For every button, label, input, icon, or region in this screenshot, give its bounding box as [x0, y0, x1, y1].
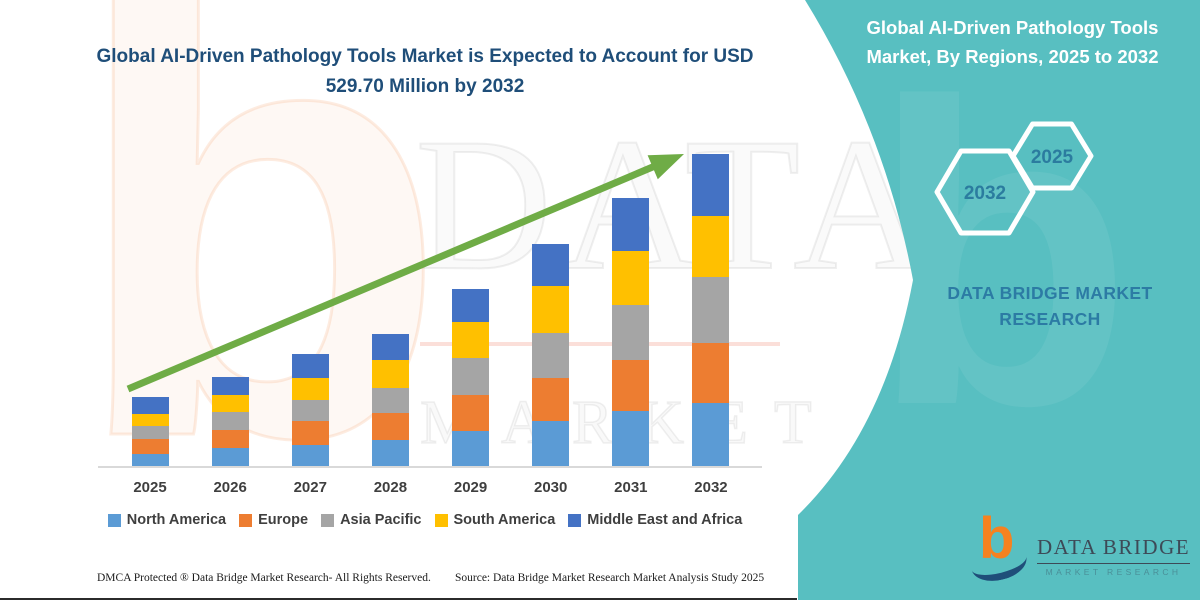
bar-segment-2031-south-america	[612, 251, 650, 305]
bar-segment-2031-north-america	[612, 411, 650, 466]
panel-brand-caption: DATA BRIDGE MARKET RESEARCH	[947, 283, 1153, 330]
chart-legend: North America Europe Asia Pacific South Ame…	[85, 512, 765, 528]
legend-item-south-america: South America	[434, 512, 556, 528]
bar-segment-2029-middle-east-and-africa	[452, 288, 490, 323]
legend-item-europe: Europe	[239, 512, 308, 528]
bar-segment-2028-europe	[371, 413, 409, 441]
bar-segment-2032-north-america	[692, 402, 730, 466]
x-axis-label-2028: 2028	[373, 479, 408, 496]
data-bridge-logo: b DATA BRIDGE MARKET RESEARCH	[967, 510, 1191, 587]
bar-segment-2025-south-america	[131, 414, 169, 426]
bar-2026	[211, 377, 249, 466]
legend-item-asia-pacific: Asia Pacific	[321, 512, 422, 528]
bar-segment-2029-south-america	[452, 322, 490, 358]
bar-segment-2025-europe	[131, 439, 169, 455]
chart-title: Global AI-Driven Pathology Tools Market …	[96, 46, 754, 98]
bar-segment-2027-north-america	[291, 444, 329, 466]
bar-segment-2030-south-america	[532, 286, 570, 333]
legend-swatch-icon	[434, 513, 448, 527]
footer-source: Source: Data Bridge Market Research Mark…	[455, 572, 765, 584]
bar-2025	[131, 397, 169, 466]
bar-segment-2031-asia-pacific	[612, 304, 650, 361]
panel-heading: Global AI-Driven Pathology Tools Market,…	[866, 17, 1159, 67]
bar-segment-2026-north-america	[211, 448, 249, 466]
bar-segment-2032-asia-pacific	[692, 277, 730, 343]
bar-segment-2032-europe	[692, 342, 730, 403]
bar-segment-2027-middle-east-and-africa	[291, 354, 329, 378]
bar-2029	[452, 288, 490, 466]
bar-segment-2026-europe	[211, 430, 249, 449]
legend-label: Middle East and Africa	[587, 512, 743, 528]
legend-label: Europe	[258, 512, 309, 528]
legend-label: South America	[453, 512, 556, 528]
bar-segment-2027-south-america	[291, 377, 329, 400]
bar-2028	[371, 334, 409, 466]
bar-2031	[612, 198, 650, 466]
hexagon-2032-label: 2032	[964, 183, 1006, 204]
legend-label: North America	[126, 512, 227, 528]
legend-swatch-icon	[568, 513, 582, 527]
logo-subtitle: MARKET RESEARCH	[1045, 567, 1182, 577]
bar-2030	[532, 243, 570, 466]
legend-label: Asia Pacific	[340, 512, 422, 528]
bar-segment-2031-middle-east-and-africa	[612, 198, 650, 252]
bar-segment-2030-middle-east-and-africa	[532, 243, 570, 287]
x-axis-label-2029: 2029	[453, 479, 488, 496]
x-axis-label-2030: 2030	[534, 479, 568, 496]
bar-segment-2026-south-america	[211, 394, 249, 413]
bar-2027	[291, 354, 329, 466]
logo-name: DATA BRIDGE	[1037, 535, 1191, 564]
bar-segment-2027-europe	[291, 421, 329, 445]
bar-2032	[692, 154, 730, 466]
data-bridge-logo-icon: b	[967, 510, 1031, 587]
legend-swatch-icon	[107, 513, 121, 527]
x-axis-label-2027: 2027	[293, 479, 327, 496]
bar-segment-2028-asia-pacific	[371, 387, 409, 414]
bar-segment-2030-asia-pacific	[532, 332, 570, 378]
x-axis-label-2032: 2032	[694, 479, 728, 496]
year-hexagons: 2032 2025	[934, 121, 1094, 236]
bar-segment-2029-north-america	[452, 431, 490, 466]
legend-item-middle-east-and-africa: Middle East and Africa	[568, 512, 742, 528]
x-axis-label-2025: 2025	[133, 479, 167, 496]
hexagon-2025-label: 2025	[1031, 147, 1074, 168]
bar-segment-2026-middle-east-and-africa	[211, 377, 249, 395]
bar-segment-2028-south-america	[371, 360, 409, 388]
bar-segment-2028-middle-east-and-africa	[371, 334, 409, 361]
bar-segment-2032-middle-east-and-africa	[692, 154, 730, 216]
bar-segment-2025-north-america	[131, 454, 169, 466]
bar-segment-2025-middle-east-and-africa	[131, 397, 169, 415]
legend-swatch-icon	[321, 513, 335, 527]
bar-segment-2031-europe	[612, 360, 650, 412]
footer-copyright: DMCA Protected ® Data Bridge Market Rese…	[97, 572, 431, 584]
bar-segment-2026-asia-pacific	[211, 412, 249, 431]
bar-segment-2028-north-america	[371, 440, 409, 466]
legend-item-north-america: North America	[107, 512, 227, 528]
bar-segment-2029-asia-pacific	[452, 357, 490, 395]
bar-segment-2030-europe	[532, 377, 570, 422]
legend-swatch-icon	[239, 513, 253, 527]
x-axis-label-2026: 2026	[213, 479, 247, 496]
x-axis-label-2031: 2031	[614, 479, 648, 496]
bar-segment-2029-europe	[452, 394, 490, 432]
bar-segment-2027-asia-pacific	[291, 399, 329, 422]
bottom-border-line	[0, 598, 797, 600]
bar-segment-2025-asia-pacific	[131, 425, 169, 440]
bar-segment-2032-south-america	[692, 215, 730, 278]
bar-segment-2030-north-america	[532, 421, 570, 466]
x-axis-baseline	[98, 466, 762, 468]
